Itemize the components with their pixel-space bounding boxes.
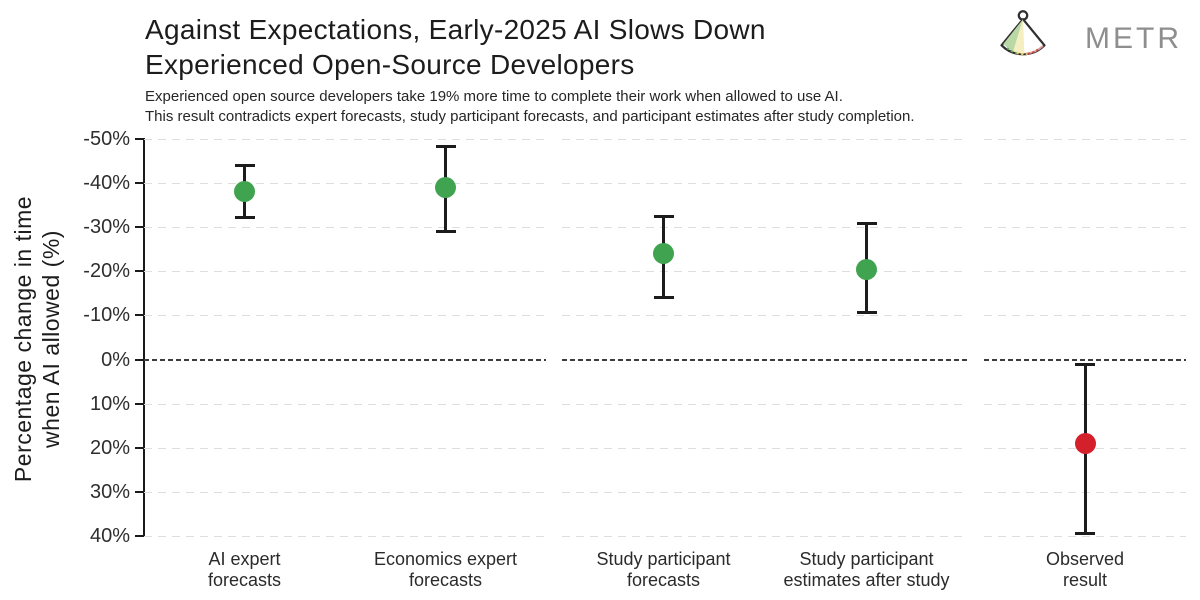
gridline [144,536,546,537]
error-bar-cap-bottom [234,216,255,220]
brand-logo: METR [995,8,1182,69]
error-bar-cap-top [1075,362,1095,366]
title-line-2: Experienced Open-Source Developers [145,49,635,80]
y-tick-mark [135,402,143,405]
category-label: AI expert forecasts [115,549,375,591]
gridline [984,536,1186,537]
y-tick-mark [135,490,143,493]
category-label-line-2: forecasts [626,570,701,590]
y-tick-label: -40% [83,172,130,195]
gridline [144,183,546,185]
y-axis-title-line-2: when AI allowed (%) [38,230,64,448]
gridline [562,183,968,185]
gridline [144,271,546,273]
y-tick-mark [135,182,143,185]
gridline [984,271,1186,273]
y-tick-mark [135,226,143,229]
zero-baseline [562,358,968,361]
error-bar-cap-top [234,164,255,168]
category-label: Observed result [955,549,1200,591]
gridline [562,315,968,317]
subtitle: Experienced open source developers take … [145,87,915,127]
category-label-line-2: forecasts [207,570,282,590]
category-label: Study participant forecasts [534,549,794,591]
zero-baseline [984,358,1186,361]
y-tick-label: -30% [83,216,130,239]
category-label-line-1: Study participant [596,549,731,569]
y-tick-label: -50% [83,128,130,150]
metr-fan-protractor-icon [995,8,1051,69]
y-tick-mark [135,138,143,140]
gridline [562,139,968,140]
data-point [435,177,456,199]
zero-baseline [144,358,546,361]
y-tick-label: -20% [83,260,130,283]
y-tick-mark [135,358,143,361]
gridline [984,227,1186,229]
category-label-line-1: Economics expert [373,549,518,569]
gridline [144,403,546,405]
gridline [144,447,546,449]
gridline [562,271,968,273]
data-point [1074,432,1096,454]
error-bar-cap-top [653,215,674,219]
y-tick-mark [135,270,143,273]
category-label-line-1: Observed [1045,549,1125,569]
title-line-1: Against Expectations, Early-2025 AI Slow… [145,14,766,45]
gridline [144,491,546,493]
category-label-line-1: AI expert [208,549,281,569]
y-tick-label: 20% [89,436,130,459]
y-axis-title: Percentage change in time when AI allowe… [9,129,65,549]
data-point [234,181,255,203]
y-tick-mark [135,446,143,449]
y-axis-title-line-1: Percentage change in time [10,195,36,483]
error-bar-cap-bottom [435,229,456,233]
subtitle-line-1: Experienced open source developers take … [145,88,843,105]
y-tick-label: 40% [89,525,130,547]
error-bar-cap-top [856,221,877,225]
gridline [144,139,546,140]
y-tick-label: -10% [83,304,130,327]
gridline [984,183,1186,185]
gridline [984,139,1186,140]
category-label-line-2: forecasts [408,570,483,590]
brand-wordmark: METR [1085,21,1182,55]
y-tick-mark [135,314,143,317]
error-bar-cap-bottom [1075,531,1095,535]
gridline [562,403,968,405]
y-axis-line [143,138,145,537]
y-tick-label: 0% [101,348,130,371]
error-bar-cap-bottom [856,311,877,315]
gridline [984,315,1186,317]
gridline [562,227,968,229]
data-point [856,258,877,280]
category-label-line-2: estimates after study [783,570,950,590]
gridline [562,536,968,537]
data-point [653,243,674,265]
y-tick-label: 30% [89,480,130,503]
subtitle-line-2: This result contradicts expert forecasts… [145,108,915,125]
error-bar-cap-bottom [653,295,674,299]
category-label-line-2: result [1062,570,1107,590]
gridline [562,491,968,493]
y-tick-mark [135,535,143,537]
gridline [562,447,968,449]
gridline [144,315,546,317]
category-label: Economics expert forecasts [316,549,576,591]
page-title: Against Expectations, Early-2025 AI Slow… [145,12,766,82]
category-label: Study participant estimates after study [737,549,997,591]
y-tick-label: 10% [89,392,130,415]
error-bar-cap-top [435,144,456,148]
gridline [144,227,546,229]
category-label-line-1: Study participant [799,549,934,569]
